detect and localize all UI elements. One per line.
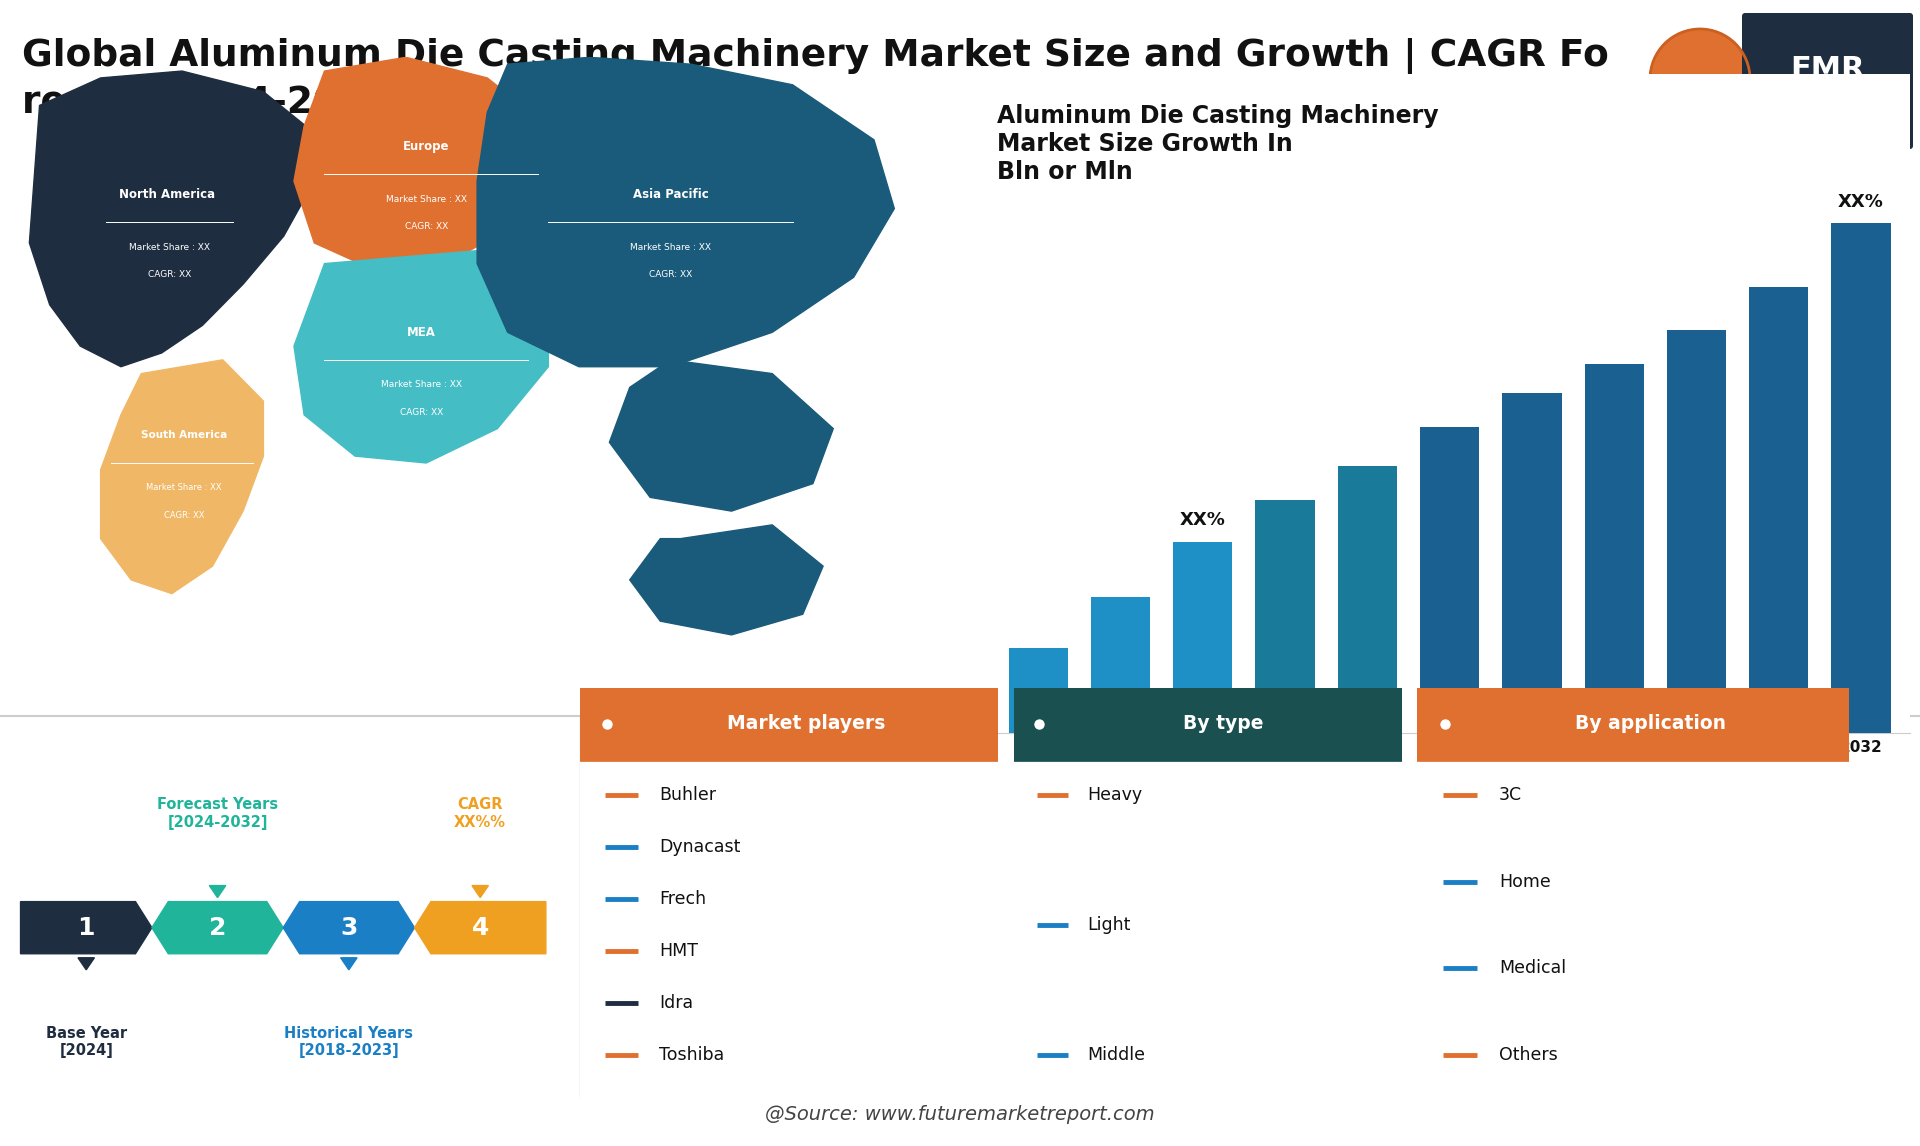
Text: Market Share : XX: Market Share : XX [146, 484, 223, 493]
Text: ─────────────────: ───────────────── [1791, 105, 1864, 112]
FancyBboxPatch shape [1741, 13, 1912, 149]
Bar [1008, 649, 1068, 733]
Text: CAGR: XX: CAGR: XX [649, 270, 691, 280]
FancyBboxPatch shape [1004, 688, 1411, 762]
Text: @Source: www.futuremarketreport.com: @Source: www.futuremarketreport.com [766, 1105, 1154, 1124]
FancyBboxPatch shape [570, 688, 1008, 762]
Circle shape [1649, 29, 1749, 129]
Text: Europe: Europe [403, 140, 449, 154]
FancyBboxPatch shape [1008, 749, 1407, 1106]
Polygon shape [630, 525, 824, 635]
Text: XX%: XX% [1179, 511, 1225, 529]
Text: CAGR: XX: CAGR: XX [163, 511, 204, 520]
Text: CAGR: XX: CAGR: XX [405, 222, 447, 231]
Polygon shape [209, 886, 227, 897]
Text: Others: Others [1500, 1046, 1557, 1063]
Text: Market Share : XX: Market Share : XX [380, 380, 461, 390]
Text: Forecast Years
[2024-2032]: Forecast Years [2024-2032] [157, 798, 278, 830]
Text: By type: By type [1183, 714, 1263, 733]
Bar [1501, 393, 1561, 733]
Text: Heavy: Heavy [1087, 786, 1142, 803]
Polygon shape [609, 360, 833, 511]
Text: Market players: Market players [726, 714, 885, 733]
Polygon shape [152, 902, 284, 953]
Text: 3: 3 [340, 916, 357, 940]
Text: Frech: Frech [659, 889, 707, 908]
Text: Market Share : XX: Market Share : XX [630, 243, 710, 252]
Bar [1173, 542, 1233, 733]
Text: North America: North America [119, 188, 215, 202]
Text: Buhler: Buhler [659, 786, 716, 803]
Bar [1421, 427, 1478, 733]
Text: CAGR: XX: CAGR: XX [399, 408, 444, 417]
Text: Market Share : XX: Market Share : XX [129, 243, 211, 252]
Polygon shape [79, 958, 94, 970]
Bar [1749, 286, 1809, 733]
Bar [1667, 330, 1726, 733]
Polygon shape [21, 902, 152, 953]
Polygon shape [478, 57, 895, 367]
Text: Global Aluminum Die Casting Machinery Market Size and Growth | CAGR Fo: Global Aluminum Die Casting Machinery Ma… [21, 38, 1609, 76]
Text: CAGR: XX: CAGR: XX [148, 270, 192, 280]
Text: FUTURE MARKET REPORT: FUTURE MARKET REPORT [1772, 92, 1885, 101]
FancyBboxPatch shape [1411, 749, 1855, 1106]
Polygon shape [294, 250, 549, 463]
Text: Home: Home [1500, 872, 1551, 890]
Bar [1256, 500, 1315, 733]
Polygon shape [472, 886, 488, 897]
FancyBboxPatch shape [1405, 688, 1860, 762]
Text: CAGR
XX%%: CAGR XX%% [455, 798, 507, 830]
Bar [1832, 223, 1891, 733]
Bar [1338, 465, 1398, 733]
Text: By application: By application [1574, 714, 1726, 733]
Text: HMT: HMT [659, 942, 699, 960]
Polygon shape [284, 902, 415, 953]
Text: Base Year
[2024]: Base Year [2024] [46, 1026, 127, 1058]
Polygon shape [29, 71, 315, 367]
Text: 4: 4 [472, 916, 490, 940]
Text: XX%: XX% [1837, 193, 1884, 211]
Text: Historical Years
[2018-2023]: Historical Years [2018-2023] [284, 1026, 413, 1058]
Text: Medical: Medical [1500, 959, 1567, 978]
Text: South America: South America [140, 431, 227, 440]
Polygon shape [100, 360, 263, 594]
Text: Middle: Middle [1087, 1046, 1146, 1063]
Text: 3C: 3C [1500, 786, 1523, 803]
Polygon shape [415, 902, 545, 953]
Text: Idra: Idra [659, 994, 693, 1012]
Text: Market Share : XX: Market Share : XX [386, 195, 467, 204]
Bar [1091, 597, 1150, 733]
FancyBboxPatch shape [574, 749, 1004, 1106]
Polygon shape [294, 57, 549, 270]
Bar [1584, 363, 1644, 733]
Text: Asia Pacific: Asia Pacific [632, 188, 708, 202]
Text: Aluminum Die Casting Machinery
Market Size Growth In
Bln or Mln: Aluminum Die Casting Machinery Market Si… [996, 104, 1438, 183]
Text: 2: 2 [209, 916, 227, 940]
Text: MEA: MEA [407, 325, 436, 339]
Text: Light: Light [1087, 916, 1131, 934]
Text: FMR: FMR [1791, 55, 1866, 84]
Text: Dynacast: Dynacast [659, 838, 741, 856]
Polygon shape [340, 958, 357, 970]
Text: 1: 1 [77, 916, 94, 940]
Text: recast 2024-2032: recast 2024-2032 [21, 86, 392, 121]
Text: Toshiba: Toshiba [659, 1046, 724, 1063]
